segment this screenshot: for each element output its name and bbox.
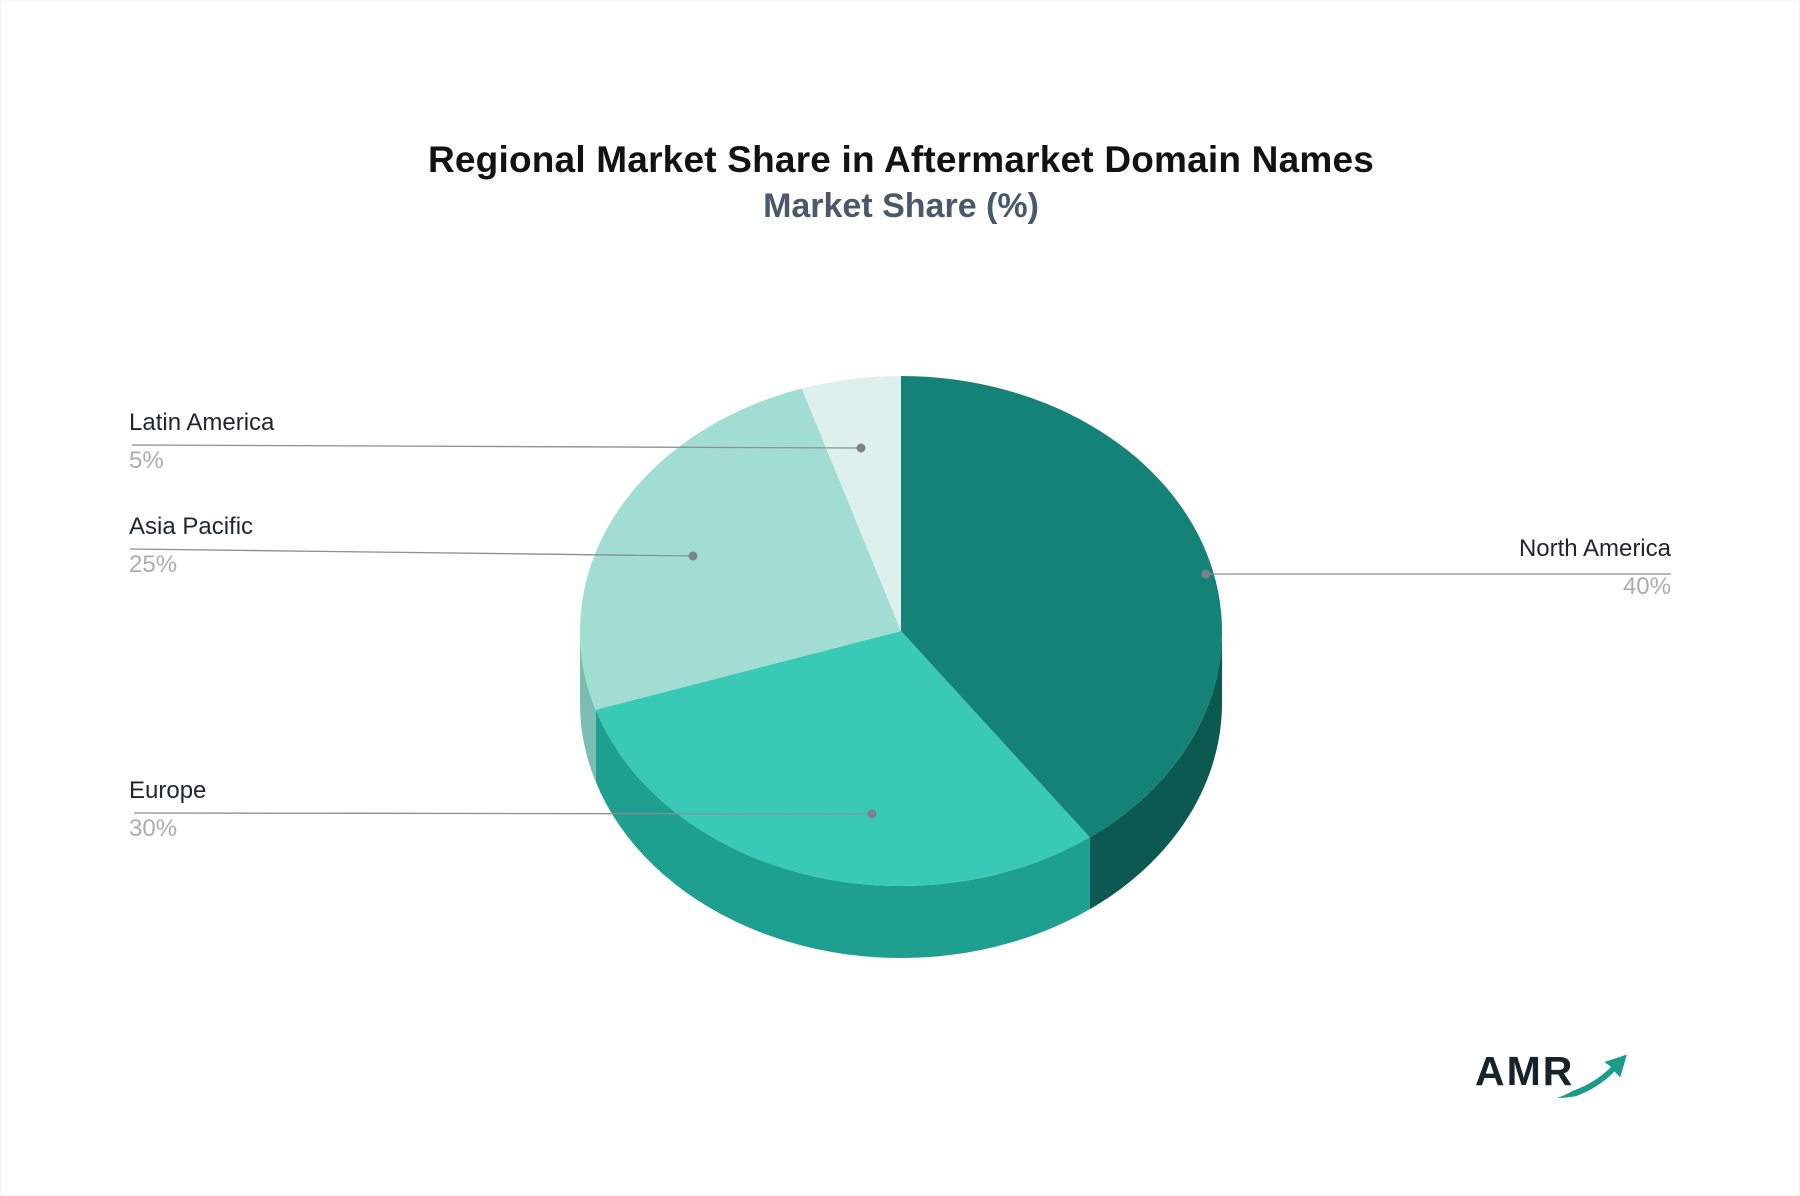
svg-text:AMR: AMR	[1475, 1048, 1574, 1094]
